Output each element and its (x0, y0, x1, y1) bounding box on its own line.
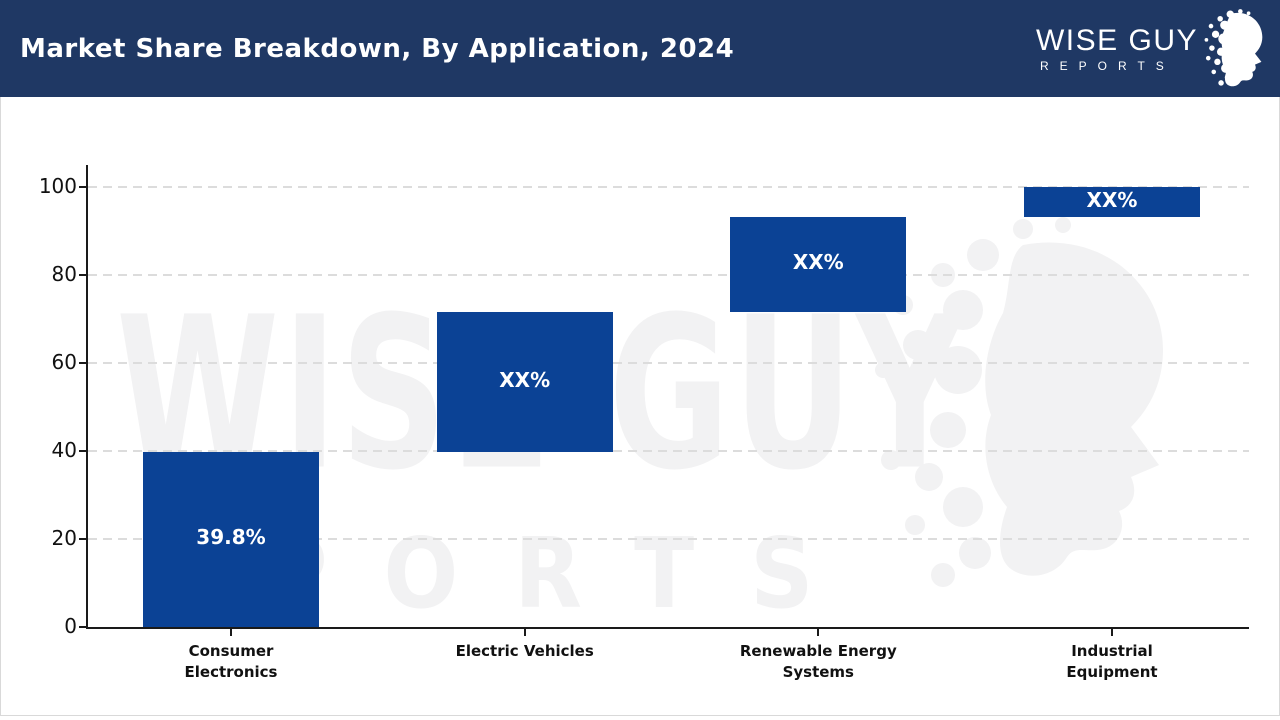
plot: 0 20 40 60 80 100 39.8% Consumer Electronics XX% E… (1, 97, 1279, 715)
wise-guy-head-icon (1204, 8, 1263, 86)
logo: WISE GUY REPORTS (1036, 7, 1266, 91)
bar-value-label: 39.8% (196, 525, 266, 550)
x-axis-tick (817, 629, 820, 636)
y-axis-line (86, 165, 88, 629)
x-tick-label: Industrial Equipment (965, 641, 1259, 683)
x-tick-label-line: Equipment (1066, 663, 1158, 681)
x-tick-label-line: Renewable Energy (739, 642, 897, 660)
y-axis-tick (79, 362, 87, 364)
bar (436, 311, 613, 452)
bar-value-label: XX% (499, 367, 551, 392)
y-tick-label: 100 (38, 174, 77, 198)
logo-subtitle: REPORTS (1039, 58, 1175, 73)
x-tick-label: Renewable Energy Systems (671, 641, 965, 683)
gridline (88, 538, 1249, 540)
x-axis-tick (523, 629, 526, 636)
x-tick-label-line: Consumer (188, 642, 274, 660)
x-tick-label-line: Industrial (1071, 642, 1153, 660)
y-tick-label: 20 (51, 526, 77, 550)
x-axis-tick (230, 629, 232, 636)
logo-wordmark: WISE GUY (1035, 23, 1198, 57)
x-axis-line (86, 627, 1249, 629)
watermark-text-2: PORTS (263, 517, 870, 631)
x-tick-label: Electric Vehicles (378, 641, 672, 662)
gridline (88, 362, 1249, 364)
x-axis-tick (1111, 629, 1113, 636)
bar (730, 216, 907, 312)
page-title: Market Share Breakdown, By Application, … (20, 33, 735, 64)
x-tick-label-line: Systems (782, 663, 854, 681)
x-tick-label-line: Electric Vehicles (455, 642, 594, 660)
bar-value-label: XX% (792, 250, 844, 275)
y-tick-label: 60 (51, 350, 77, 374)
logo-text: WISE GUY REPORTS (1035, 23, 1198, 73)
chart-area: WISE GUY PORTS 0 20 40 60 80 100 39.8% Consumer… (0, 97, 1280, 716)
y-tick-label: 0 (64, 614, 77, 638)
header-bar: Market Share Breakdown, By Application, … (0, 0, 1280, 97)
y-axis-tick (79, 186, 87, 188)
gridline (88, 450, 1249, 452)
gridline (88, 274, 1249, 276)
bar-value-label: XX% (1086, 187, 1138, 212)
gridline (88, 186, 1249, 188)
y-tick-label: 80 (51, 262, 77, 286)
x-tick-label: Consumer Electronics (84, 641, 378, 683)
bar (1024, 187, 1200, 217)
x-tick-label-line: Electronics (184, 663, 278, 681)
y-axis-tick (79, 538, 87, 540)
y-tick-label: 40 (51, 438, 77, 462)
bar (143, 451, 319, 627)
y-axis-tick (79, 626, 87, 628)
y-axis-tick (79, 450, 87, 452)
y-axis-tick (79, 274, 87, 276)
